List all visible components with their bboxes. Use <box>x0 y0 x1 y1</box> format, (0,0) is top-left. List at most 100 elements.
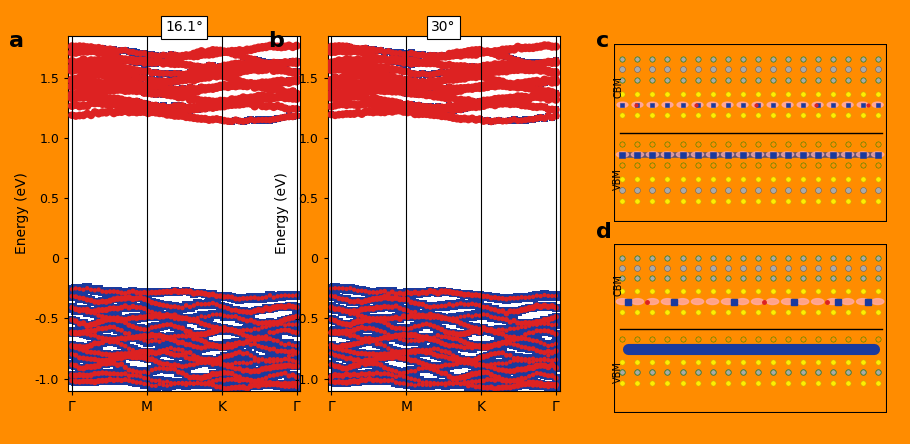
Point <box>385 65 399 72</box>
Point <box>427 107 441 114</box>
Point <box>72 343 86 350</box>
Point <box>514 65 529 72</box>
Point <box>336 111 350 118</box>
Point <box>122 367 136 374</box>
Point <box>549 348 563 355</box>
Point <box>461 312 476 319</box>
Point <box>537 76 551 83</box>
Point <box>65 293 79 300</box>
Point <box>488 329 502 336</box>
Point <box>465 98 480 105</box>
Point <box>469 99 483 106</box>
Point <box>84 48 98 55</box>
Point <box>530 59 544 67</box>
Point <box>495 67 510 74</box>
Point <box>411 91 426 98</box>
Point <box>148 382 163 389</box>
Point <box>248 65 262 72</box>
Point <box>126 87 140 94</box>
Point <box>423 321 438 329</box>
Point <box>263 358 278 365</box>
Point <box>549 43 563 50</box>
Point <box>206 370 220 377</box>
Point <box>148 80 163 87</box>
Point <box>267 337 281 344</box>
Point <box>336 78 350 85</box>
Point <box>339 43 354 50</box>
Point <box>343 111 358 118</box>
Point <box>373 96 388 103</box>
Point <box>206 65 220 72</box>
Point <box>511 379 525 386</box>
Point <box>350 372 365 379</box>
Point <box>500 53 514 60</box>
Point <box>488 306 502 313</box>
Point <box>175 108 189 115</box>
Point <box>270 59 285 67</box>
Point <box>160 111 175 118</box>
Point <box>232 365 247 372</box>
Point <box>423 77 438 84</box>
Point <box>228 350 243 357</box>
Point <box>369 108 384 115</box>
Point <box>152 323 167 330</box>
Point <box>415 365 430 372</box>
Point <box>347 92 361 99</box>
Point <box>240 333 255 340</box>
Point <box>187 335 201 342</box>
Point <box>65 58 79 65</box>
Point <box>179 381 194 388</box>
Point <box>545 88 560 95</box>
Point <box>152 52 167 59</box>
Point <box>423 108 438 115</box>
Point <box>434 380 449 387</box>
Point <box>397 68 411 75</box>
Point <box>209 98 224 105</box>
Point <box>96 351 110 358</box>
Point <box>537 302 551 309</box>
Point <box>439 107 453 114</box>
Point <box>145 367 159 374</box>
Point <box>404 89 419 96</box>
Point <box>228 307 243 314</box>
Point <box>511 320 525 327</box>
Point <box>267 304 281 311</box>
Point <box>137 81 152 88</box>
Point <box>217 325 231 332</box>
Point <box>209 383 224 390</box>
Point <box>469 327 483 334</box>
Point <box>355 86 369 93</box>
Point <box>263 82 278 89</box>
Point <box>503 98 518 105</box>
Point <box>461 301 476 308</box>
Point <box>76 67 91 74</box>
Point <box>331 75 346 82</box>
Point <box>206 300 220 307</box>
Point <box>274 87 288 94</box>
Point <box>339 347 354 354</box>
Point <box>522 95 537 102</box>
Point <box>152 90 167 97</box>
Point <box>206 328 220 335</box>
Point <box>355 79 369 86</box>
Point <box>328 329 342 336</box>
Point <box>439 328 453 335</box>
Point <box>187 89 201 96</box>
Point <box>167 303 182 310</box>
Point <box>228 69 243 76</box>
Point <box>458 66 472 73</box>
Point <box>99 73 114 80</box>
Point <box>221 62 236 69</box>
Point <box>423 103 438 110</box>
Point <box>152 81 167 88</box>
Point <box>347 57 361 64</box>
Point <box>286 348 300 355</box>
Point <box>87 94 102 101</box>
Point <box>469 83 483 91</box>
Point <box>533 303 548 310</box>
Point <box>217 117 231 124</box>
Point <box>206 104 220 111</box>
Point <box>404 375 419 382</box>
Point <box>228 116 243 123</box>
Point <box>420 381 434 388</box>
